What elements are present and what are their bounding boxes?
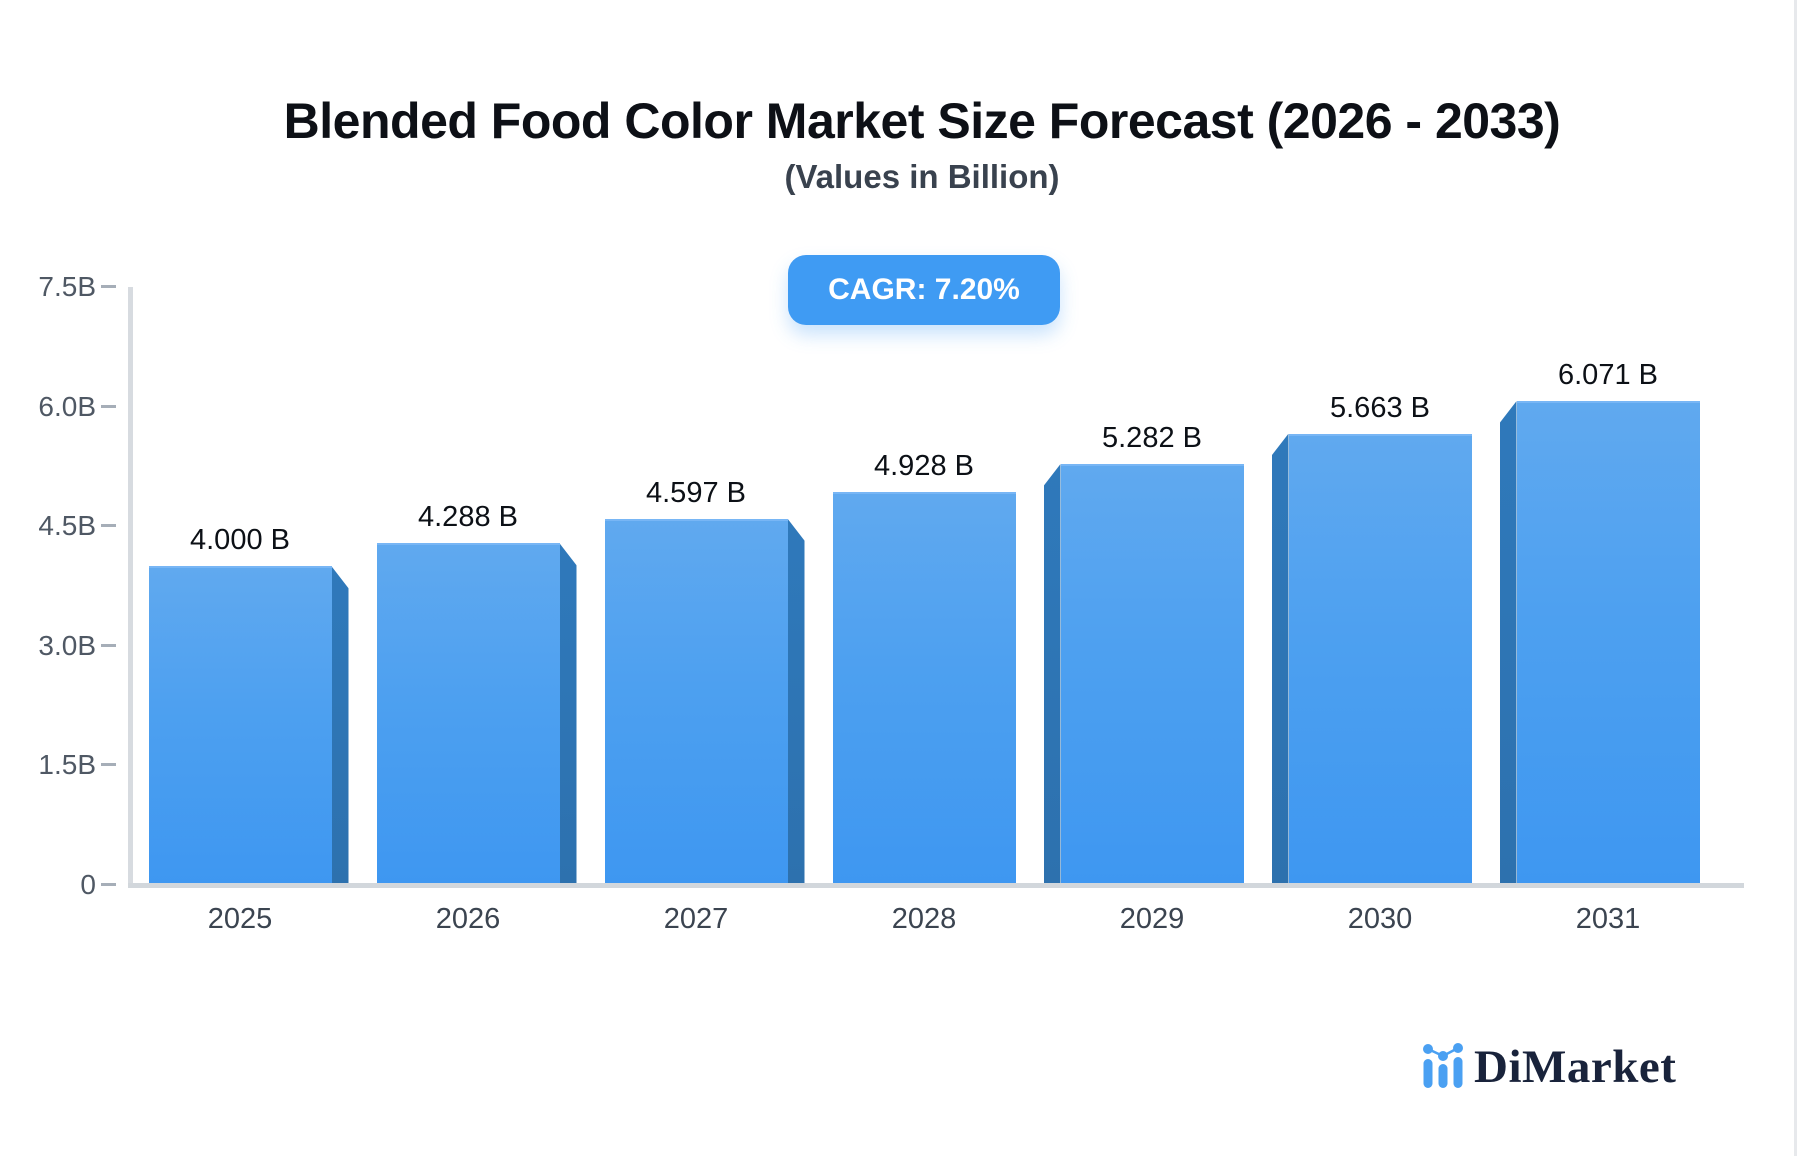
y-axis-tick-label: 4.5B xyxy=(38,510,96,542)
y-axis-tick-label: 6.0B xyxy=(38,390,96,422)
category-label-2026: 2026 xyxy=(435,903,501,935)
bar-side-2027 xyxy=(787,518,805,885)
y-axis-tick-mark xyxy=(101,643,116,647)
bar-2025 xyxy=(148,566,332,885)
value-label-2028: 4.928 B xyxy=(874,450,974,483)
bar-2026 xyxy=(376,543,560,885)
category-label-2031: 2031 xyxy=(1575,903,1641,935)
bar-2031 xyxy=(1516,401,1700,885)
y-axis-tick-mark xyxy=(101,763,116,767)
y-axis-tick-label: 3.0B xyxy=(38,629,96,661)
bar-2027 xyxy=(604,518,788,885)
bar-side-2029 xyxy=(1043,464,1061,885)
y-axis-tick-label: 0 xyxy=(80,869,96,900)
value-label-2025: 4.000 B xyxy=(190,524,290,557)
y-axis-line xyxy=(128,287,133,885)
bar-2028 xyxy=(832,492,1016,885)
bar-side-2030 xyxy=(1271,433,1289,885)
y-axis-tick-mark xyxy=(101,524,116,528)
category-label-2025: 2025 xyxy=(207,903,273,935)
value-label-2030: 5.663 B xyxy=(1330,391,1430,424)
value-label-2031: 6.071 B xyxy=(1558,359,1658,392)
category-label-2030: 2030 xyxy=(1347,903,1413,935)
y-axis-tick-mark xyxy=(101,285,116,289)
category-label-2029: 2029 xyxy=(1119,903,1185,935)
x-axis-baseline xyxy=(128,883,1744,888)
bar-2029 xyxy=(1060,464,1244,885)
value-label-2027: 4.597 B xyxy=(646,476,746,509)
bar-side-2026 xyxy=(559,543,577,885)
di-market-logo: DiMarket xyxy=(1422,1042,1676,1092)
y-axis-tick-label: 7.5B xyxy=(38,271,96,303)
bar-side-2031 xyxy=(1499,401,1517,885)
y-axis-tick-mark xyxy=(101,883,116,886)
mini-bar-chart-icon xyxy=(1423,1043,1463,1088)
bar-side-2025 xyxy=(331,566,349,885)
category-label-2028: 2028 xyxy=(891,903,957,935)
value-label-2029: 5.282 B xyxy=(1102,422,1202,455)
value-label-2026: 4.288 B xyxy=(418,501,518,534)
y-axis-tick-mark xyxy=(101,404,116,408)
bar-2030 xyxy=(1288,433,1472,885)
cagr-badge: CAGR: 7.20% xyxy=(788,255,1060,325)
page-edge-line xyxy=(1794,0,1797,1156)
category-label-2027: 2027 xyxy=(663,903,729,935)
chart-subtitle: (Values in Billion) xyxy=(784,158,1060,195)
logo-text: DiMarket xyxy=(1474,1041,1677,1093)
y-axis-tick-label: 1.5B xyxy=(38,749,96,781)
chart-title: Blended Food Color Market Size Forecast … xyxy=(283,93,1561,149)
